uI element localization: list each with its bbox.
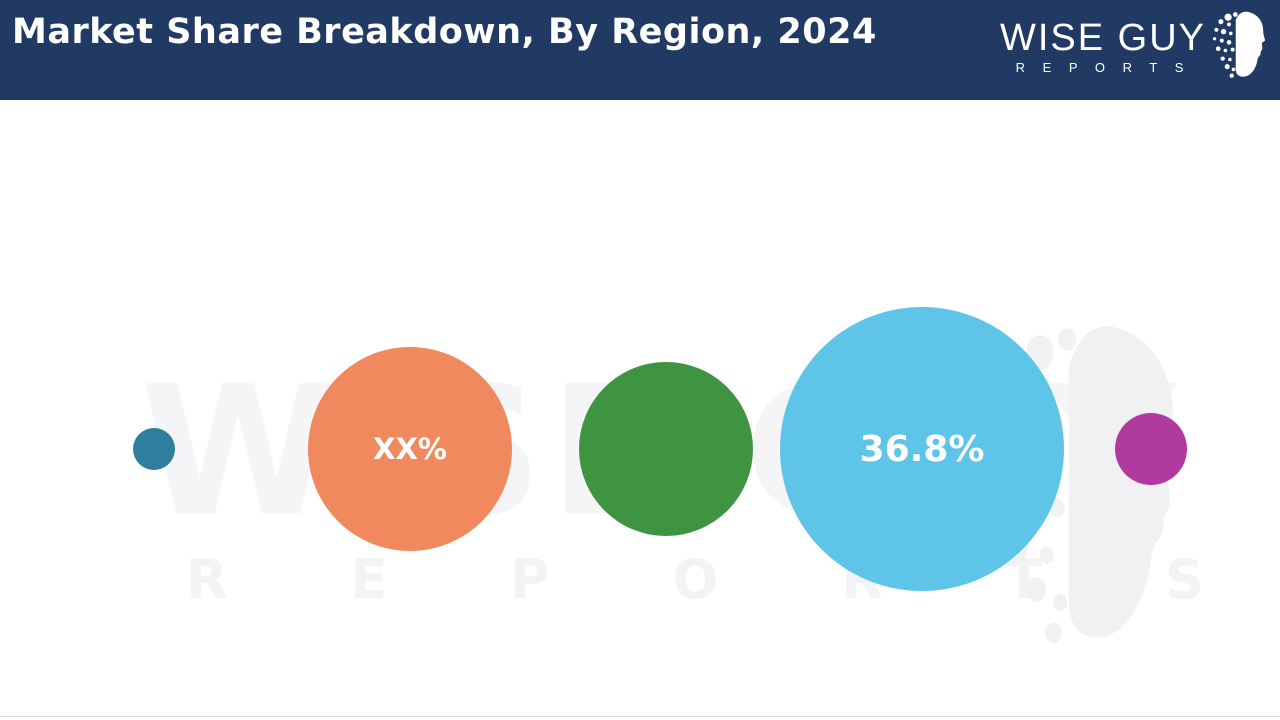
bubble-mea	[133, 428, 175, 470]
bubble-chart: WISE GUY R E P O R T S MEAXX%APACEurope3…	[0, 100, 1280, 720]
wiseguy-logo: WISE GUY R E P O R T S	[1000, 10, 1266, 82]
wiseguy-face-icon	[1212, 11, 1265, 78]
header-bar: Market Share Breakdown, By Region, 2024 …	[0, 0, 1280, 100]
bubble-europe	[579, 362, 753, 536]
axis-baseline	[0, 716, 1280, 717]
logo-brand-subtitle: R E P O R T S	[1015, 59, 1191, 75]
page-title: Market Share Breakdown, By Region, 2024	[12, 12, 877, 52]
wiseguy-logo-text: WISE GUY R E P O R T S	[1000, 18, 1206, 75]
bubble-value-north-america: 36.8%	[859, 428, 985, 470]
bubble-value-apac: XX%	[373, 432, 447, 466]
bubble-apac: XX%	[308, 347, 512, 551]
bubble-south-america	[1115, 413, 1187, 485]
bubble-north-america: 36.8%	[780, 307, 1064, 591]
logo-brand-name: WISE GUY	[999, 16, 1206, 59]
